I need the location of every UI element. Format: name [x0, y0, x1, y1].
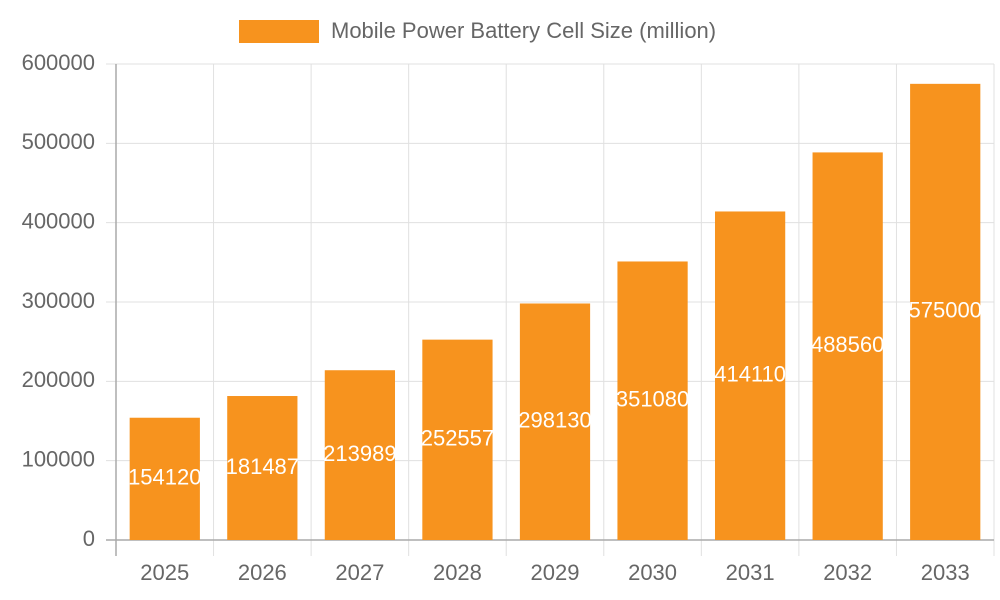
data-label: 351080	[616, 387, 689, 412]
y-tick-label: 0	[83, 526, 95, 551]
x-tick-label: 2027	[335, 560, 384, 585]
y-tick-label: 400000	[22, 208, 95, 233]
bar	[129, 417, 200, 540]
y-tick-label: 500000	[22, 129, 95, 154]
data-label: 575000	[909, 298, 982, 323]
bar	[324, 370, 396, 540]
x-tick-label: 2025	[140, 560, 189, 585]
bar	[519, 303, 591, 540]
bar	[910, 83, 981, 540]
legend: Mobile Power Battery Cell Size (million)	[239, 18, 716, 43]
x-tick-label: 2030	[628, 560, 677, 585]
y-tick-label: 200000	[22, 367, 95, 392]
data-label: 252557	[421, 426, 494, 451]
data-label: 414110	[714, 362, 786, 387]
x-tick-label: 2028	[433, 560, 482, 585]
legend-label: Mobile Power Battery Cell Size (million)	[331, 18, 716, 43]
data-label: 154120	[128, 465, 201, 490]
legend-swatch	[239, 20, 319, 43]
data-label: 488560	[811, 332, 884, 357]
y-tick-label: 600000	[22, 50, 95, 75]
x-tick-label: 2033	[921, 560, 970, 585]
x-tick-label: 2026	[238, 560, 287, 585]
x-tick-label: 2032	[823, 560, 872, 585]
y-tick-label: 300000	[22, 288, 95, 313]
data-labels: 154120 181487 213989 252557 298130 351080 4141…	[128, 298, 982, 490]
data-label: 213989	[323, 441, 396, 466]
bar	[812, 152, 883, 541]
data-label: 298130	[518, 408, 591, 433]
bar	[227, 396, 298, 540]
bar	[422, 339, 493, 540]
data-label: 181487	[226, 454, 299, 479]
bar	[617, 261, 688, 540]
x-tick-label: 2029	[531, 560, 580, 585]
bar	[714, 211, 786, 541]
x-tick-label: 2031	[726, 560, 775, 585]
y-tick-label: 100000	[22, 446, 95, 471]
